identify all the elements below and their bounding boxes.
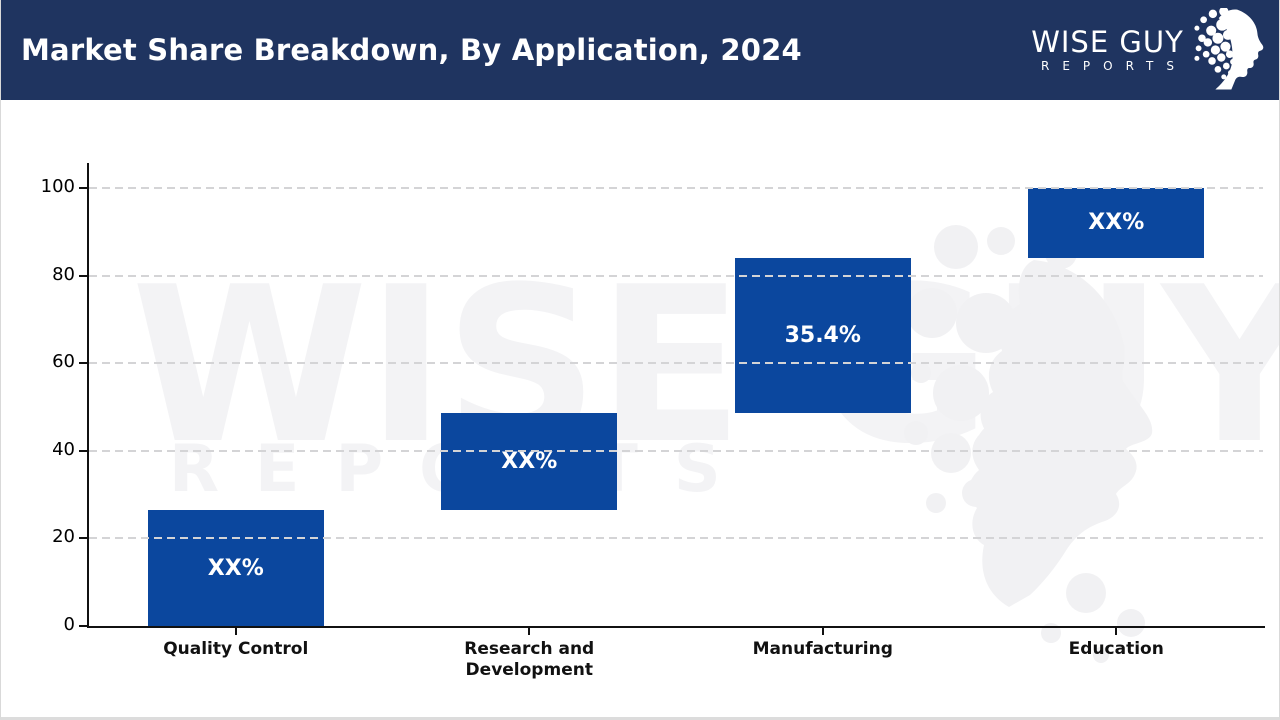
y-tick-mark <box>79 274 87 277</box>
y-tick-label: 20 <box>52 526 75 548</box>
bar-segment: XX% <box>441 412 618 511</box>
y-tick-mark <box>79 362 87 365</box>
x-category-label: Manufacturing <box>752 639 893 659</box>
bar-segment: XX% <box>147 510 324 626</box>
x-category-label: Quality Control <box>163 639 309 659</box>
bar-value-label: XX% <box>207 555 264 581</box>
wiseguy-logo: WISE GUY REPORTS <box>1028 8 1267 92</box>
y-tick-label: 100 <box>40 176 75 197</box>
y-tick-label: 0 <box>63 614 75 635</box>
watermark-head-icon <box>904 225 1153 663</box>
y-tick-label: 80 <box>52 263 75 285</box>
y-tick-label: 40 <box>52 438 75 460</box>
y-tick-mark <box>79 537 87 540</box>
bar-value-label: 35.4% <box>784 322 861 348</box>
logo-wordmark: WISE GUY <box>1031 25 1184 59</box>
bar-value-label: XX% <box>1088 210 1145 236</box>
x-tick-mark <box>528 628 531 635</box>
page-title: Market Share Breakdown, By Application, … <box>21 33 802 67</box>
x-tick-mark <box>1115 628 1118 635</box>
y-tick-label: 60 <box>52 351 75 373</box>
y-tick-mark <box>79 449 87 452</box>
gridline <box>89 274 1263 277</box>
logo-subtext: REPORTS <box>1040 59 1187 73</box>
logo-text: WISE GUY REPORTS <box>1028 26 1187 74</box>
gridline <box>89 362 1263 365</box>
bar-segment: XX% <box>1028 188 1205 258</box>
bar-segment: 35.4% <box>734 257 911 413</box>
y-axis-spine <box>87 163 89 628</box>
bar-value-label: XX% <box>501 449 558 475</box>
gridline <box>89 537 1263 540</box>
y-tick-mark <box>79 187 87 189</box>
header-bar: Market Share Breakdown, By Application, … <box>1 0 1279 100</box>
x-tick-mark <box>234 628 237 635</box>
x-category-label: Research and Development <box>464 639 595 680</box>
x-tick-mark <box>821 628 824 635</box>
gridline <box>89 187 1263 189</box>
x-axis-spine <box>87 626 1265 628</box>
y-tick-mark <box>79 625 87 627</box>
wiseguy-head-icon <box>1194 8 1264 90</box>
x-category-label: Education <box>1068 639 1164 659</box>
gridline <box>89 449 1263 452</box>
chart-area: WISE GUY REPORTS 020406080100XX%Quality … <box>1 100 1279 717</box>
